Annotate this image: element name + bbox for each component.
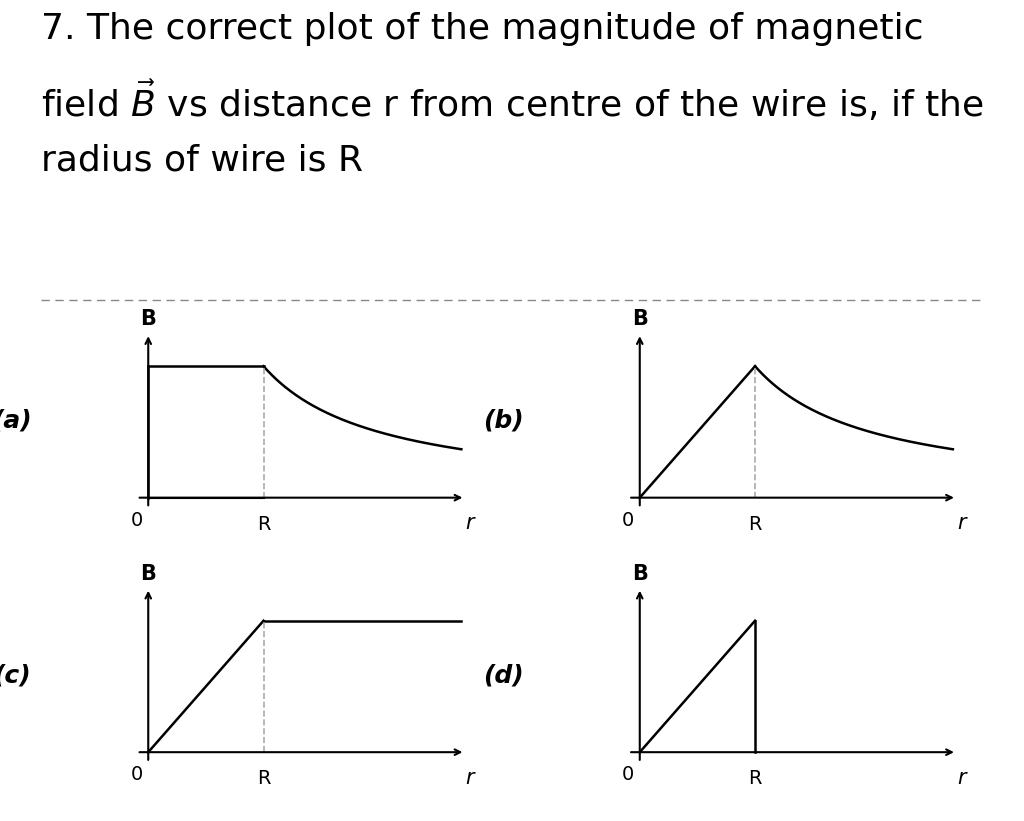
Text: 0: 0	[131, 511, 142, 530]
Text: B: B	[140, 310, 157, 329]
Text: (d): (d)	[482, 663, 523, 687]
Text: B: B	[632, 564, 648, 584]
Text: B: B	[140, 564, 157, 584]
Text: R: R	[749, 515, 762, 534]
Text: 0: 0	[131, 765, 142, 784]
Text: r: r	[465, 768, 474, 788]
Text: (c): (c)	[0, 663, 31, 687]
Text: radius of wire is R: radius of wire is R	[41, 144, 362, 177]
Text: R: R	[257, 769, 270, 788]
Text: r: r	[465, 513, 474, 534]
Text: r: r	[956, 513, 966, 534]
Text: 0: 0	[623, 765, 634, 784]
Text: 7. The correct plot of the magnitude of magnetic: 7. The correct plot of the magnitude of …	[41, 12, 924, 46]
Text: R: R	[749, 769, 762, 788]
Text: (a): (a)	[0, 409, 32, 433]
Text: (b): (b)	[482, 409, 523, 433]
Text: R: R	[257, 515, 270, 534]
Text: 0: 0	[623, 511, 634, 530]
Text: B: B	[632, 310, 648, 329]
Text: field $\vec{B}$ vs distance r from centre of the wire is, if the: field $\vec{B}$ vs distance r from centr…	[41, 78, 984, 124]
Text: r: r	[956, 768, 966, 788]
